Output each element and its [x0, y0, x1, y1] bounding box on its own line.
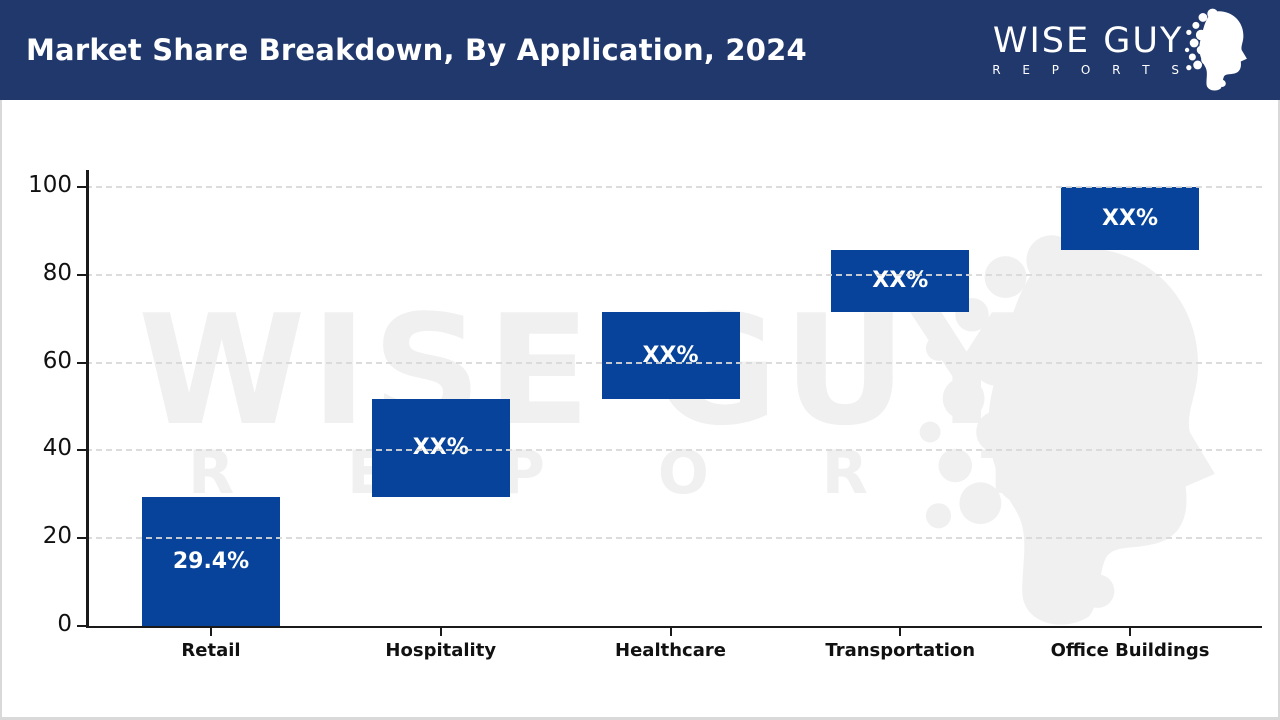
bar-value-label: XX%	[1102, 205, 1158, 231]
wise-guy-head-icon	[1180, 6, 1254, 94]
y-axis-tick-label: 0	[57, 611, 72, 637]
bar-transportation: XX%	[831, 249, 970, 313]
y-axis-tick-label: 20	[42, 523, 72, 550]
x-axis-label-healthcare: Healthcare	[615, 640, 726, 661]
bar-healthcare: XX%	[601, 312, 740, 399]
x-tick-mark	[669, 628, 672, 636]
bar-retail: 29.4%	[142, 496, 280, 626]
bar-hospitality: XX%	[371, 398, 510, 497]
bar-value-label: XX%	[642, 342, 699, 368]
x-axis-label-hospitality: Hospitality	[385, 640, 497, 661]
y-tick-mark-20	[77, 537, 86, 540]
y-axis-tick-label: 40	[42, 435, 72, 462]
brand-subtitle: R E P O R T S	[992, 62, 1188, 77]
x-axis-label-office-buildings: Office Buildings	[1050, 640, 1210, 661]
gridline-40	[86, 449, 1262, 452]
x-axis-label-retail: Retail	[181, 640, 241, 661]
y-tick-mark-100	[77, 186, 86, 188]
chart-title: Market Share Breakdown, By Application, …	[26, 33, 807, 67]
x-tick-mark	[439, 628, 442, 636]
bar-value-label: XX%	[872, 268, 929, 294]
bar-office-buildings: XX%	[1061, 187, 1199, 250]
x-tick-mark	[1129, 628, 1131, 636]
y-axis-tick-label: 80	[42, 259, 72, 286]
y-tick-mark-40	[77, 449, 86, 452]
y-tick-mark-80	[77, 273, 86, 276]
brand-name: WISE GUY	[992, 20, 1184, 61]
brand-logo-text: WISE GUY R E P O R T S	[988, 20, 1188, 77]
x-axis-label-transportation: Transportation	[825, 640, 976, 661]
gridline-100	[86, 186, 1262, 188]
brand-logo: WISE GUY R E P O R T S	[988, 6, 1254, 94]
y-axis-line	[86, 170, 89, 628]
gridline-20	[86, 537, 1262, 540]
bar-value-label: XX%	[412, 435, 469, 461]
gridline-80	[86, 273, 1262, 276]
y-tick-mark-60	[77, 361, 86, 364]
x-axis-line	[86, 625, 1262, 628]
y-axis-tick-label: 100	[28, 172, 72, 198]
x-tick-mark	[210, 628, 212, 636]
y-axis-tick-label: 60	[42, 347, 72, 374]
header-bar: Market Share Breakdown, By Application, …	[0, 0, 1280, 100]
bar-value-label: 29.4%	[172, 548, 250, 574]
y-tick-mark-0	[77, 625, 86, 627]
gridline-60	[86, 361, 1262, 364]
x-tick-mark	[899, 628, 902, 636]
